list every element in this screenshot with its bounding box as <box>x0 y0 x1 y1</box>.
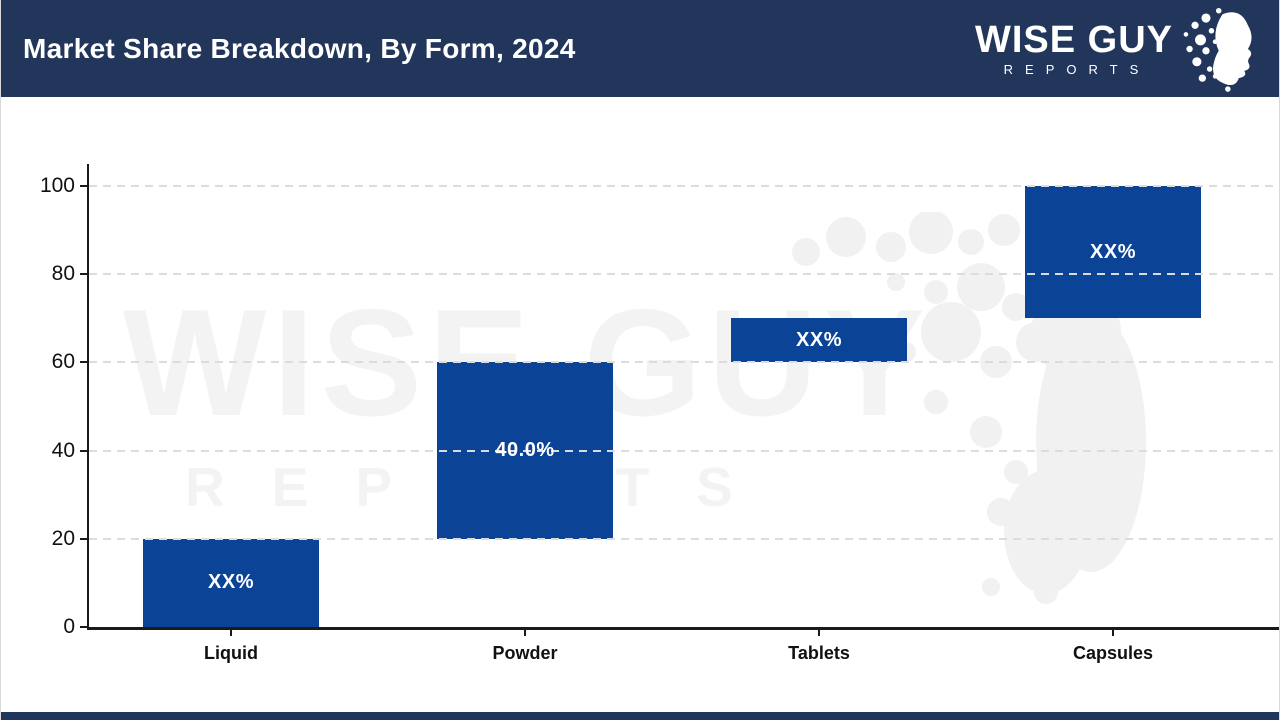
bar-value-label-box: XX% <box>143 539 319 627</box>
footer-bar <box>1 712 1279 720</box>
bar-value-label: XX% <box>796 328 842 351</box>
x-tick-label-powder: Powder <box>492 643 558 663</box>
bar-value-label: 40.0% <box>495 439 555 462</box>
watermark-face-graphic <box>792 212 1146 604</box>
bar-value-label: XX% <box>208 571 254 594</box>
y-tickmark <box>80 626 89 628</box>
gridline-80 <box>89 273 1279 276</box>
gridline-60 <box>89 361 1279 364</box>
y-tick-label: 60 <box>51 350 75 374</box>
y-tickmark <box>80 273 89 276</box>
y-tick-label: 80 <box>51 262 75 286</box>
header: Market Share Breakdown, By Form, 2024 WI… <box>1 0 1279 97</box>
y-tick-label: 0 <box>63 615 75 638</box>
wiseguy-face-icon <box>1183 7 1252 92</box>
x-tickmark <box>818 627 820 636</box>
logo-subtext: REPORTS <box>1003 61 1151 77</box>
gridline-40 <box>89 449 1279 452</box>
bar-capsules <box>1025 186 1201 319</box>
x-tick-label-capsules: Capsules <box>1072 643 1154 663</box>
chart-area: WISE GUY REPORTS XX%40.0%XX%XX%020406080… <box>1 97 1279 712</box>
y-tickmark <box>80 537 89 540</box>
bar-liquid <box>143 538 319 627</box>
gridline-20 <box>89 537 1279 540</box>
x-tick-label-liquid: Liquid <box>204 643 258 663</box>
x-tickmark <box>524 627 526 636</box>
logo-text: WISE GUY REPORTS <box>975 21 1173 77</box>
y-tickmark <box>80 449 89 452</box>
logo-wordmark: WISE GUY <box>974 18 1173 61</box>
gridline-100 <box>89 185 1279 187</box>
plot-area: XX% 40.0% XX% XX% 0 20 40 60 80 100 Liquid Powder Ta… <box>1 97 1279 712</box>
y-tickmark <box>80 361 89 364</box>
y-tick-label: 20 <box>51 526 75 550</box>
y-tickmark <box>80 185 89 187</box>
x-tickmark <box>1112 627 1114 636</box>
y-tick-label: 100 <box>39 174 75 197</box>
x-tick-label-tablets: Tablets <box>788 643 850 663</box>
wiseguy-logo: WISE GUY REPORTS <box>975 5 1257 93</box>
bar-value-label-box: XX% <box>731 318 907 362</box>
y-axis <box>87 164 89 627</box>
bar-value-label: XX% <box>1090 240 1136 263</box>
bar-value-label-box: 40.0% <box>437 362 613 538</box>
page-title: Market Share Breakdown, By Form, 2024 <box>23 32 576 64</box>
bar-value-label-box: XX% <box>1025 186 1201 318</box>
y-tick-label: 40 <box>51 438 75 462</box>
bar-tablets <box>731 318 907 363</box>
x-axis <box>87 627 1279 630</box>
x-tickmark <box>230 627 232 636</box>
